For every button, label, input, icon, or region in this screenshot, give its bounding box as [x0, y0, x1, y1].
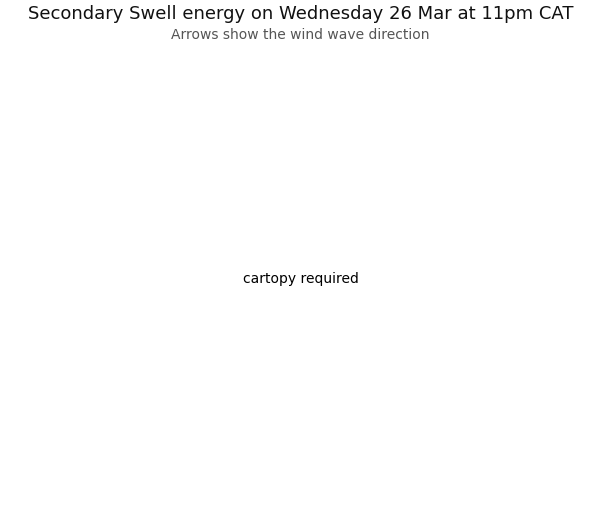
Text: Secondary Swell energy on Wednesday 26 Mar at 11pm CAT: Secondary Swell energy on Wednesday 26 M… — [28, 5, 573, 23]
Text: cartopy required: cartopy required — [243, 271, 358, 286]
Text: Arrows show the wind wave direction: Arrows show the wind wave direction — [171, 28, 430, 42]
